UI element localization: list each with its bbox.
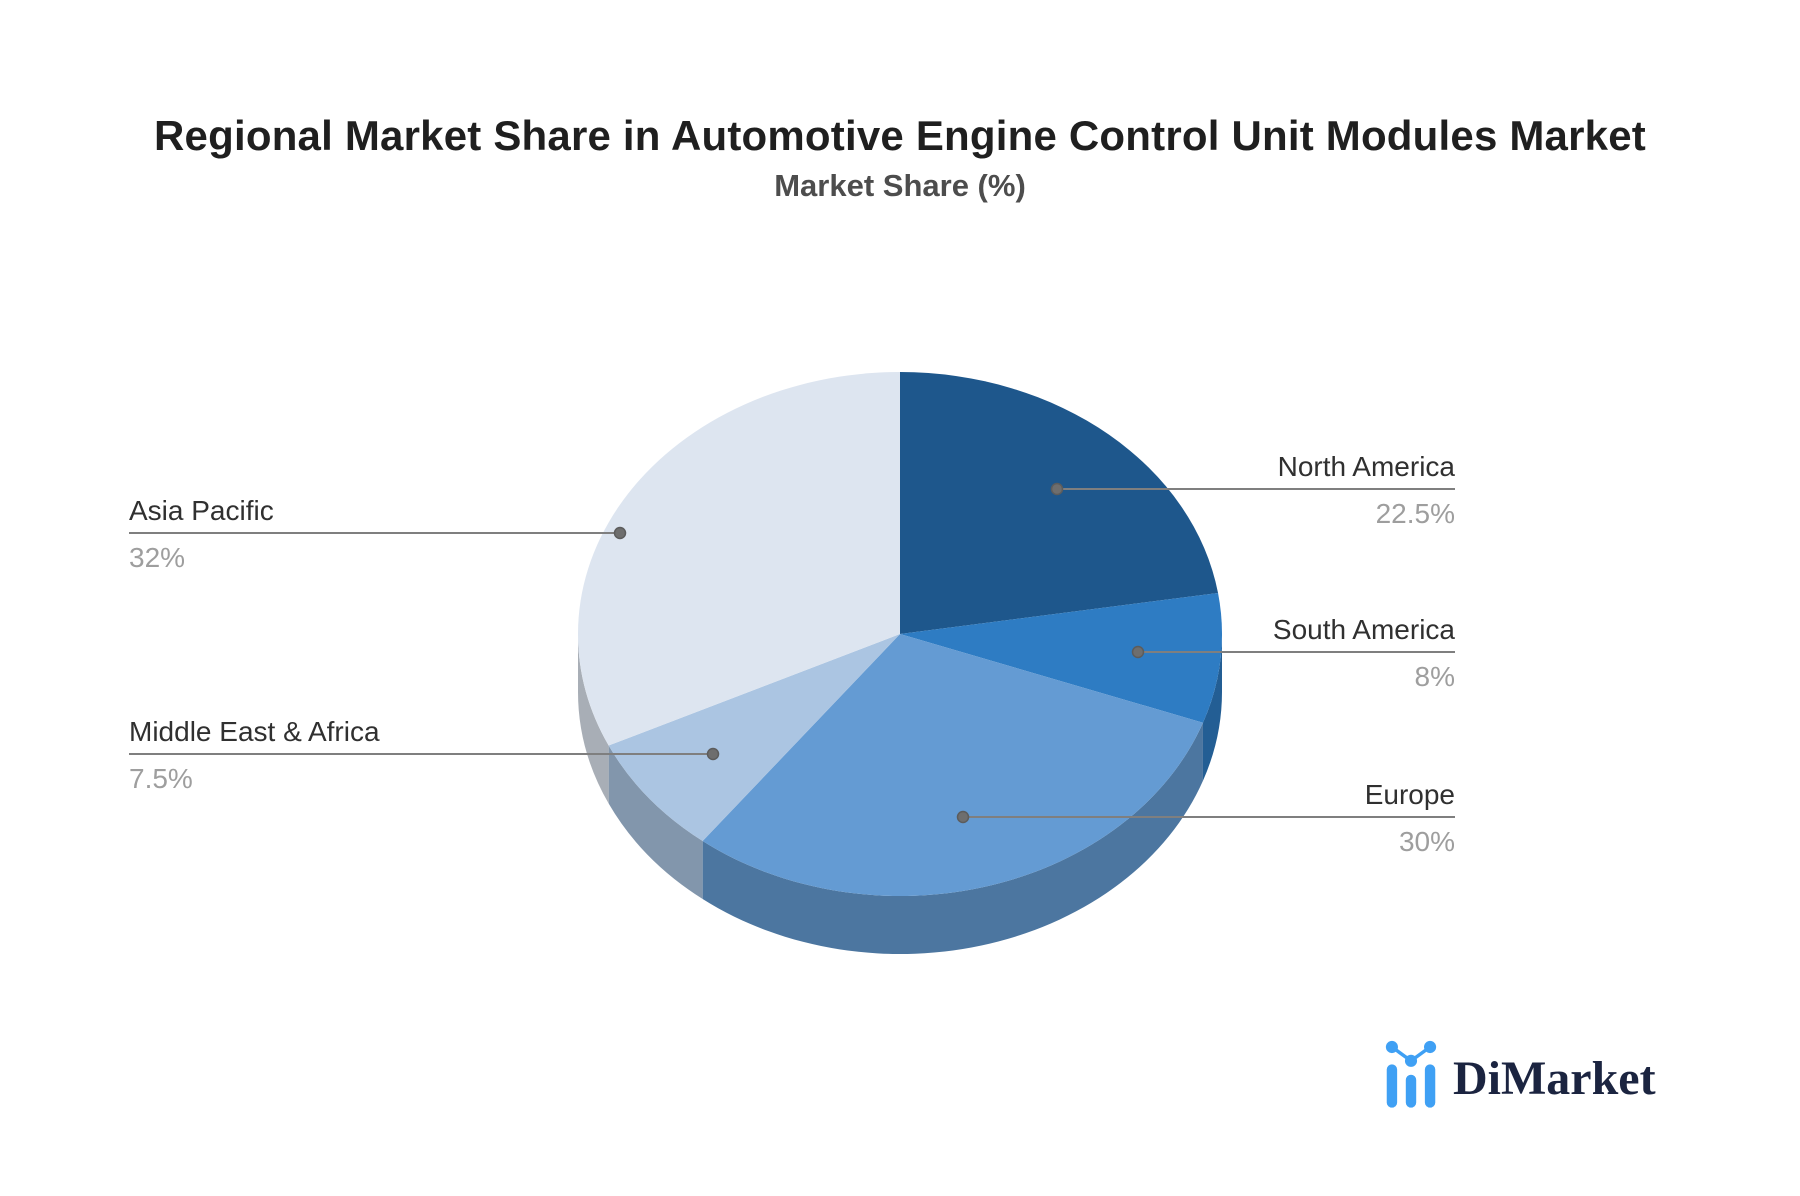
slice-label-europe: Europe 30%: [1365, 778, 1455, 859]
label-connector-dot: [613, 526, 627, 540]
pie-slice-side-europe: [702, 722, 1203, 954]
chart-title: Regional Market Share in Automotive Engi…: [154, 112, 1646, 159]
slice-name: South America: [1272, 614, 1455, 645]
label-connector-dot: [1131, 645, 1145, 659]
label-connector-dot: [706, 747, 720, 761]
pie-slice-north-america[interactable]: [900, 372, 1219, 634]
slice-name: North America: [1277, 451, 1455, 482]
pie-slice-europe[interactable]: [702, 634, 1203, 896]
slice-value: 8%: [1414, 661, 1455, 692]
slice-label-north-america: North America 22.5%: [1278, 450, 1455, 531]
chart-subtitle: Market Share (%): [774, 168, 1026, 203]
pie-slice-south-america[interactable]: [900, 593, 1223, 723]
slice-label-south-america: South America 8%: [1273, 613, 1455, 694]
label-connector-dot: [1050, 482, 1064, 496]
logo-text: DiMarket: [1453, 1052, 1656, 1105]
slice-value: 7.5%: [129, 763, 193, 794]
slice-value: 30%: [1398, 826, 1455, 857]
slice-label-asia-pacific: Asia Pacific 32%: [129, 494, 274, 575]
pie-slice-middle-east-africa[interactable]: [608, 634, 900, 842]
slice-name: Asia Pacific: [129, 495, 274, 526]
pie-slice-asia-pacific[interactable]: [577, 372, 900, 746]
label-connector-dot: [956, 810, 970, 824]
slice-name: Europe: [1364, 779, 1455, 810]
slice-value: 22.5%: [1375, 498, 1455, 529]
pie-slice-side-middle-east-africa: [608, 745, 703, 900]
logo: DiMarket: [1385, 1038, 1656, 1108]
slice-label-middle-east-africa: Middle East & Africa 7.5%: [129, 715, 380, 796]
pie-slice-side-asia-pacific: [578, 634, 609, 804]
logo-bar-chart-icon: [1385, 1040, 1437, 1108]
pie-slice-side-south-america: [1202, 634, 1222, 781]
slice-value: 32%: [129, 542, 186, 573]
slice-name: Middle East & Africa: [129, 716, 380, 747]
